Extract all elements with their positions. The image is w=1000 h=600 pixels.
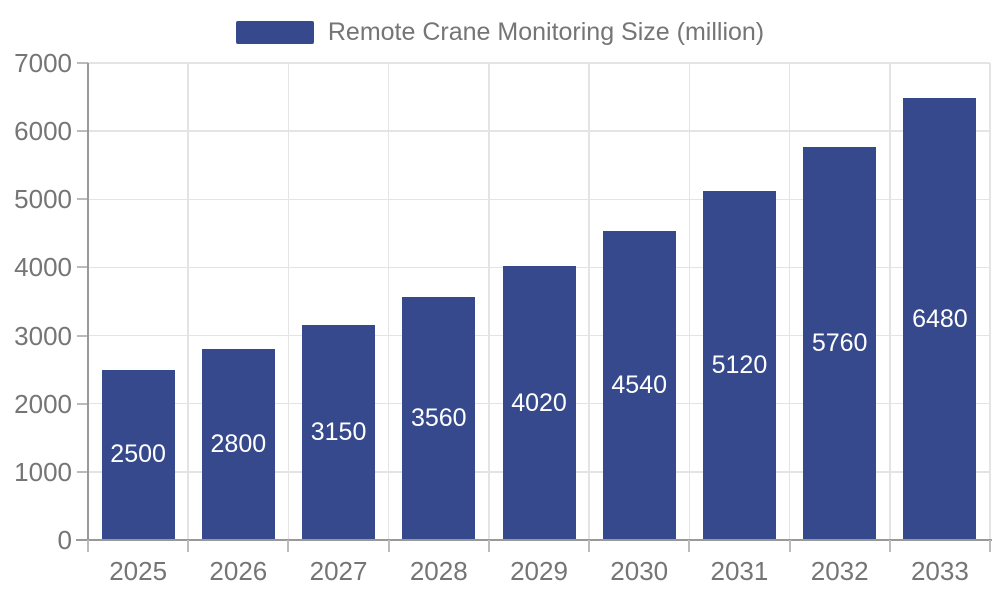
y-axis-tick	[77, 62, 88, 64]
x-tick-label: 2030	[610, 556, 669, 586]
bar-2027[interactable]: 3150	[302, 325, 376, 540]
x-tick-label: 2027	[309, 556, 368, 586]
gridline-vertical	[788, 63, 791, 540]
legend-swatch-icon	[235, 20, 314, 44]
legend[interactable]: Remote Crane Monitoring Size (million)	[0, 17, 1000, 47]
y-tick-label: 6000	[14, 116, 72, 147]
bar-value-label: 4020	[511, 388, 567, 417]
bar-value-label: 5760	[811, 329, 868, 358]
x-axis-tick	[688, 540, 691, 552]
x-tick-label: 2029	[510, 556, 568, 586]
x-axis-line	[76, 539, 992, 541]
y-axis-tick	[77, 334, 88, 337]
x-tick-label: 2026	[209, 556, 268, 586]
y-axis-tick	[77, 130, 88, 133]
x-axis-tick	[588, 540, 591, 552]
x-axis-tick	[87, 540, 89, 552]
y-axis-tick	[77, 266, 88, 269]
gridline-vertical	[688, 63, 691, 540]
plot-area: 0 1000 2000 3000 4000 5000 6000 7000 2500 2800 315…	[14, 48, 992, 586]
y-axis-line	[87, 63, 89, 540]
gridline-vertical	[488, 63, 490, 540]
bar-2030[interactable]: 4540	[602, 230, 676, 540]
gridline-horizontal	[88, 130, 990, 132]
x-axis-tick	[788, 540, 791, 552]
x-tick-label: 2032	[810, 556, 869, 586]
x-axis-tick	[888, 540, 891, 552]
bar-value-label: 2800	[210, 430, 267, 459]
bar-2031[interactable]: 5120	[702, 191, 776, 540]
bar-value-label: 4540	[611, 370, 668, 399]
y-axis-tick	[77, 198, 88, 201]
bar-2029[interactable]: 4020	[502, 266, 576, 540]
bar-value-label: 3560	[410, 404, 467, 433]
gridline-vertical	[287, 63, 290, 540]
bar-2033[interactable]: 6480	[903, 98, 977, 540]
bar-2026[interactable]: 2800	[201, 349, 275, 540]
x-axis-tick	[487, 540, 490, 552]
x-axis-tick	[287, 540, 290, 552]
y-axis-tick	[77, 402, 88, 405]
bar-2032[interactable]: 5760	[803, 147, 877, 540]
bar-2028[interactable]: 3560	[402, 297, 476, 540]
x-tick-label: 2028	[409, 556, 468, 586]
y-tick-label: 2000	[14, 388, 72, 419]
gridline-vertical	[889, 63, 891, 540]
x-tick-label: 2031	[710, 556, 769, 586]
y-tick-label: 0	[57, 525, 72, 555]
x-axis-tick	[187, 540, 190, 552]
x-axis-tick	[989, 540, 991, 552]
bar-value-label: 2500	[110, 440, 166, 469]
y-tick-label: 1000	[14, 456, 72, 487]
bar-value-label: 5120	[711, 351, 768, 380]
bar-2025[interactable]: 2500	[101, 369, 175, 540]
gridline-horizontal	[88, 198, 990, 201]
x-axis-tick	[387, 540, 390, 552]
y-axis-tick	[77, 470, 88, 473]
gridline-vertical	[989, 63, 991, 540]
bar-value-label: 6480	[912, 304, 968, 333]
x-tick-label: 2033	[910, 556, 969, 586]
y-tick-label: 4000	[14, 252, 72, 283]
y-tick-label: 5000	[14, 184, 72, 215]
gridline-vertical	[588, 63, 590, 540]
bar-value-label: 3150	[310, 418, 367, 447]
y-tick-label: 7000	[14, 48, 72, 78]
gridline-horizontal	[88, 62, 990, 64]
legend-label: Remote Crane Monitoring Size (million)	[327, 17, 765, 46]
y-tick-label: 3000	[14, 320, 72, 351]
gridline-vertical	[187, 63, 189, 540]
x-tick-label: 2025	[109, 556, 168, 586]
gridline-vertical	[387, 63, 390, 540]
